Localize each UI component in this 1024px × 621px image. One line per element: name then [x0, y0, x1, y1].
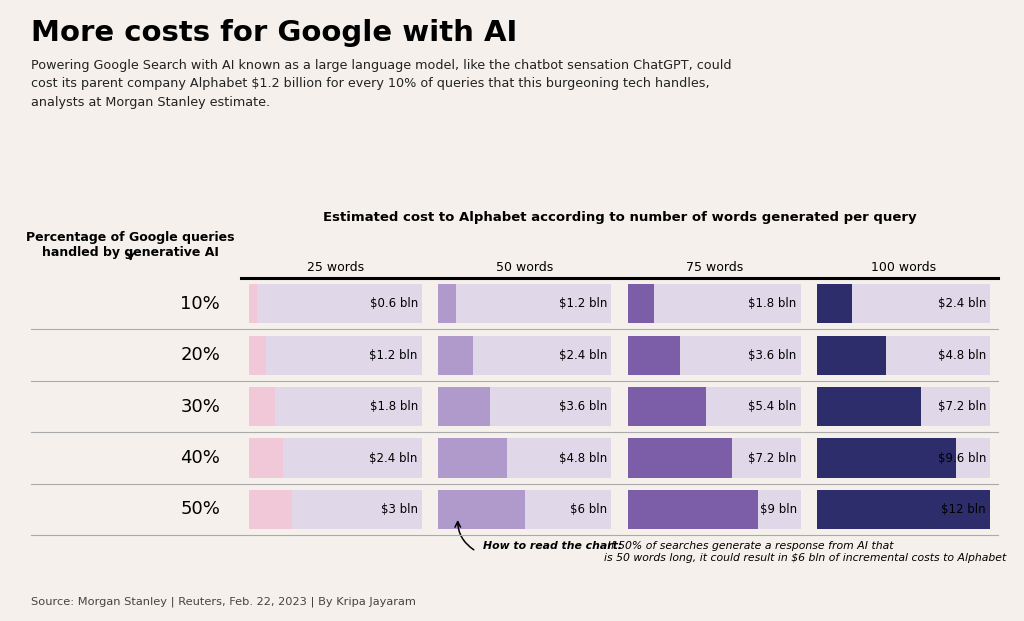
Text: $1.8 bln: $1.8 bln — [370, 400, 418, 413]
Text: $4.8 bln: $4.8 bln — [559, 451, 607, 465]
Text: 50 words: 50 words — [497, 261, 553, 274]
Bar — [249, 438, 422, 478]
Bar — [438, 490, 524, 529]
Bar — [817, 387, 990, 426]
Text: $3.6 bln: $3.6 bln — [749, 349, 797, 361]
Bar — [628, 387, 706, 426]
Bar — [249, 387, 274, 426]
Bar — [817, 438, 990, 478]
Bar — [438, 284, 611, 324]
Text: 50%: 50% — [180, 501, 220, 519]
Bar — [628, 336, 801, 374]
Bar — [628, 336, 680, 374]
Text: $7.2 bln: $7.2 bln — [938, 400, 986, 413]
Bar — [249, 336, 266, 374]
Bar — [817, 387, 921, 426]
Text: $0.6 bln: $0.6 bln — [370, 297, 418, 310]
Text: $3 bln: $3 bln — [381, 503, 418, 516]
Bar — [249, 336, 422, 374]
Bar — [817, 336, 990, 374]
Bar — [249, 284, 422, 324]
Text: $4.8 bln: $4.8 bln — [938, 349, 986, 361]
Bar — [628, 438, 731, 478]
Text: Source: Morgan Stanley | Reuters, Feb. 22, 2023 | By Kripa Jayaram: Source: Morgan Stanley | Reuters, Feb. 2… — [31, 597, 416, 607]
Text: 40%: 40% — [180, 449, 220, 467]
Bar — [438, 336, 611, 374]
Text: If 50% of searches generate a response from AI that
is 50 words long, it could r: If 50% of searches generate a response f… — [604, 542, 1007, 563]
Bar — [249, 438, 284, 478]
Text: $12 bln: $12 bln — [941, 503, 986, 516]
Bar — [249, 387, 422, 426]
Text: $2.4 bln: $2.4 bln — [370, 451, 418, 465]
Text: $1.8 bln: $1.8 bln — [749, 297, 797, 310]
Text: 10%: 10% — [180, 295, 220, 313]
Text: Powering Google Search with AI known as a large language model, like the chatbot: Powering Google Search with AI known as … — [31, 59, 731, 109]
Bar — [249, 284, 257, 324]
Text: 25 words: 25 words — [307, 261, 364, 274]
Bar — [438, 336, 473, 374]
Text: $1.2 bln: $1.2 bln — [370, 349, 418, 361]
Text: 30%: 30% — [180, 397, 220, 415]
Bar — [438, 387, 611, 426]
Bar — [438, 438, 508, 478]
Bar — [438, 387, 490, 426]
Text: $1.2 bln: $1.2 bln — [559, 297, 607, 310]
Bar — [817, 490, 990, 529]
Text: $5.4 bln: $5.4 bln — [749, 400, 797, 413]
Bar — [817, 284, 990, 324]
Text: 20%: 20% — [180, 346, 220, 364]
Bar — [628, 438, 801, 478]
Text: 75 words: 75 words — [686, 261, 742, 274]
Bar — [628, 387, 801, 426]
Text: $6 bln: $6 bln — [570, 503, 607, 516]
Text: Estimated cost to Alphabet according to number of words generated per query: Estimated cost to Alphabet according to … — [323, 211, 916, 224]
Bar — [438, 490, 611, 529]
Bar — [628, 284, 801, 324]
Text: How to read the chart:: How to read the chart: — [483, 542, 623, 551]
Text: $2.4 bln: $2.4 bln — [559, 349, 607, 361]
Bar — [817, 336, 887, 374]
Text: 100 words: 100 words — [871, 261, 936, 274]
Bar — [438, 284, 456, 324]
Bar — [628, 490, 801, 529]
Bar — [817, 284, 852, 324]
Bar — [628, 490, 758, 529]
Text: $7.2 bln: $7.2 bln — [749, 451, 797, 465]
Bar — [817, 438, 955, 478]
Bar — [628, 284, 653, 324]
Text: $2.4 bln: $2.4 bln — [938, 297, 986, 310]
Text: Percentage of Google queries
handled by generative AI: Percentage of Google queries handled by … — [27, 231, 234, 259]
Bar — [249, 490, 292, 529]
Text: More costs for Google with AI: More costs for Google with AI — [31, 19, 517, 47]
Bar — [438, 438, 611, 478]
Bar — [249, 490, 422, 529]
Text: $9.6 bln: $9.6 bln — [938, 451, 986, 465]
Text: $9 bln: $9 bln — [760, 503, 797, 516]
Bar — [817, 490, 990, 529]
Text: $3.6 bln: $3.6 bln — [559, 400, 607, 413]
